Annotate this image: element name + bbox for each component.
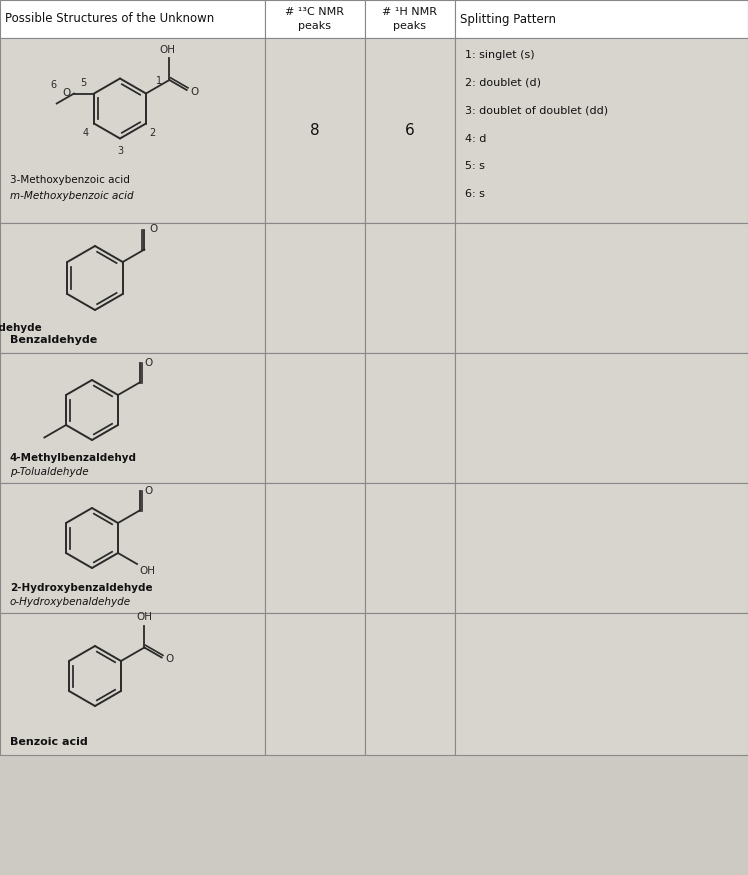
Bar <box>455 38 748 223</box>
Text: 3: doublet of doublet (dd): 3: doublet of doublet (dd) <box>465 106 608 116</box>
Text: 1: 1 <box>156 75 162 86</box>
Text: Splitting Pattern: Splitting Pattern <box>460 12 556 25</box>
Text: O: O <box>191 87 199 97</box>
Text: 4: 4 <box>83 129 89 138</box>
Text: O: O <box>144 486 153 495</box>
Bar <box>365 0 455 38</box>
Bar <box>0 483 265 613</box>
Text: O: O <box>166 654 174 664</box>
Bar <box>0 613 265 755</box>
Text: OH: OH <box>139 566 155 576</box>
Bar <box>455 0 748 38</box>
Text: 8: 8 <box>310 123 320 138</box>
Text: 6: 6 <box>405 123 415 138</box>
Text: Benzaldehyde: Benzaldehyde <box>0 323 41 333</box>
Text: o-Hydroxybenaldehyde: o-Hydroxybenaldehyde <box>10 597 131 607</box>
Text: OH: OH <box>159 45 175 55</box>
Bar <box>365 613 455 755</box>
Bar <box>265 353 365 483</box>
Text: m-Methoxybenzoic acid: m-Methoxybenzoic acid <box>10 191 134 201</box>
Bar <box>365 38 455 223</box>
Text: 5: s: 5: s <box>465 161 485 172</box>
Text: 4: d: 4: d <box>465 134 486 144</box>
Bar <box>0 0 265 38</box>
Text: OH: OH <box>136 612 153 622</box>
Text: O: O <box>144 358 153 368</box>
Text: O: O <box>150 225 158 234</box>
Bar <box>265 483 365 613</box>
Bar <box>265 38 365 223</box>
Text: 1: singlet (s): 1: singlet (s) <box>465 50 535 60</box>
Text: 5: 5 <box>80 79 86 88</box>
Bar <box>265 613 365 755</box>
Bar <box>265 0 365 38</box>
Bar <box>0 223 265 353</box>
Bar <box>0 353 265 483</box>
Bar <box>365 483 455 613</box>
Text: Benzoic acid: Benzoic acid <box>10 737 88 747</box>
Text: 6: 6 <box>50 80 56 89</box>
Bar <box>455 613 748 755</box>
Text: 2: 2 <box>149 129 156 138</box>
Text: 2-Hydroxybenzaldehyde: 2-Hydroxybenzaldehyde <box>10 583 153 593</box>
Bar <box>455 353 748 483</box>
Text: # ¹H NMR
peaks: # ¹H NMR peaks <box>382 7 438 31</box>
Bar <box>455 483 748 613</box>
Text: O: O <box>63 88 71 97</box>
Text: Benzaldehyde: Benzaldehyde <box>10 335 97 345</box>
Bar <box>455 223 748 353</box>
Bar <box>265 223 365 353</box>
Text: p-Tolualdehyde: p-Tolualdehyde <box>10 467 88 477</box>
Text: 3-Methoxybenzoic acid: 3-Methoxybenzoic acid <box>10 175 130 185</box>
Text: Possible Structures of the Unknown: Possible Structures of the Unknown <box>5 12 214 25</box>
Text: 4-Methylbenzaldehyd: 4-Methylbenzaldehyd <box>10 453 137 463</box>
Text: 6: s: 6: s <box>465 189 485 200</box>
Bar <box>365 223 455 353</box>
Bar <box>0 38 265 223</box>
Text: # ¹³C NMR
peaks: # ¹³C NMR peaks <box>286 7 345 31</box>
Bar <box>365 353 455 483</box>
Text: 2: doublet (d): 2: doublet (d) <box>465 78 541 88</box>
Text: 3: 3 <box>117 146 123 157</box>
